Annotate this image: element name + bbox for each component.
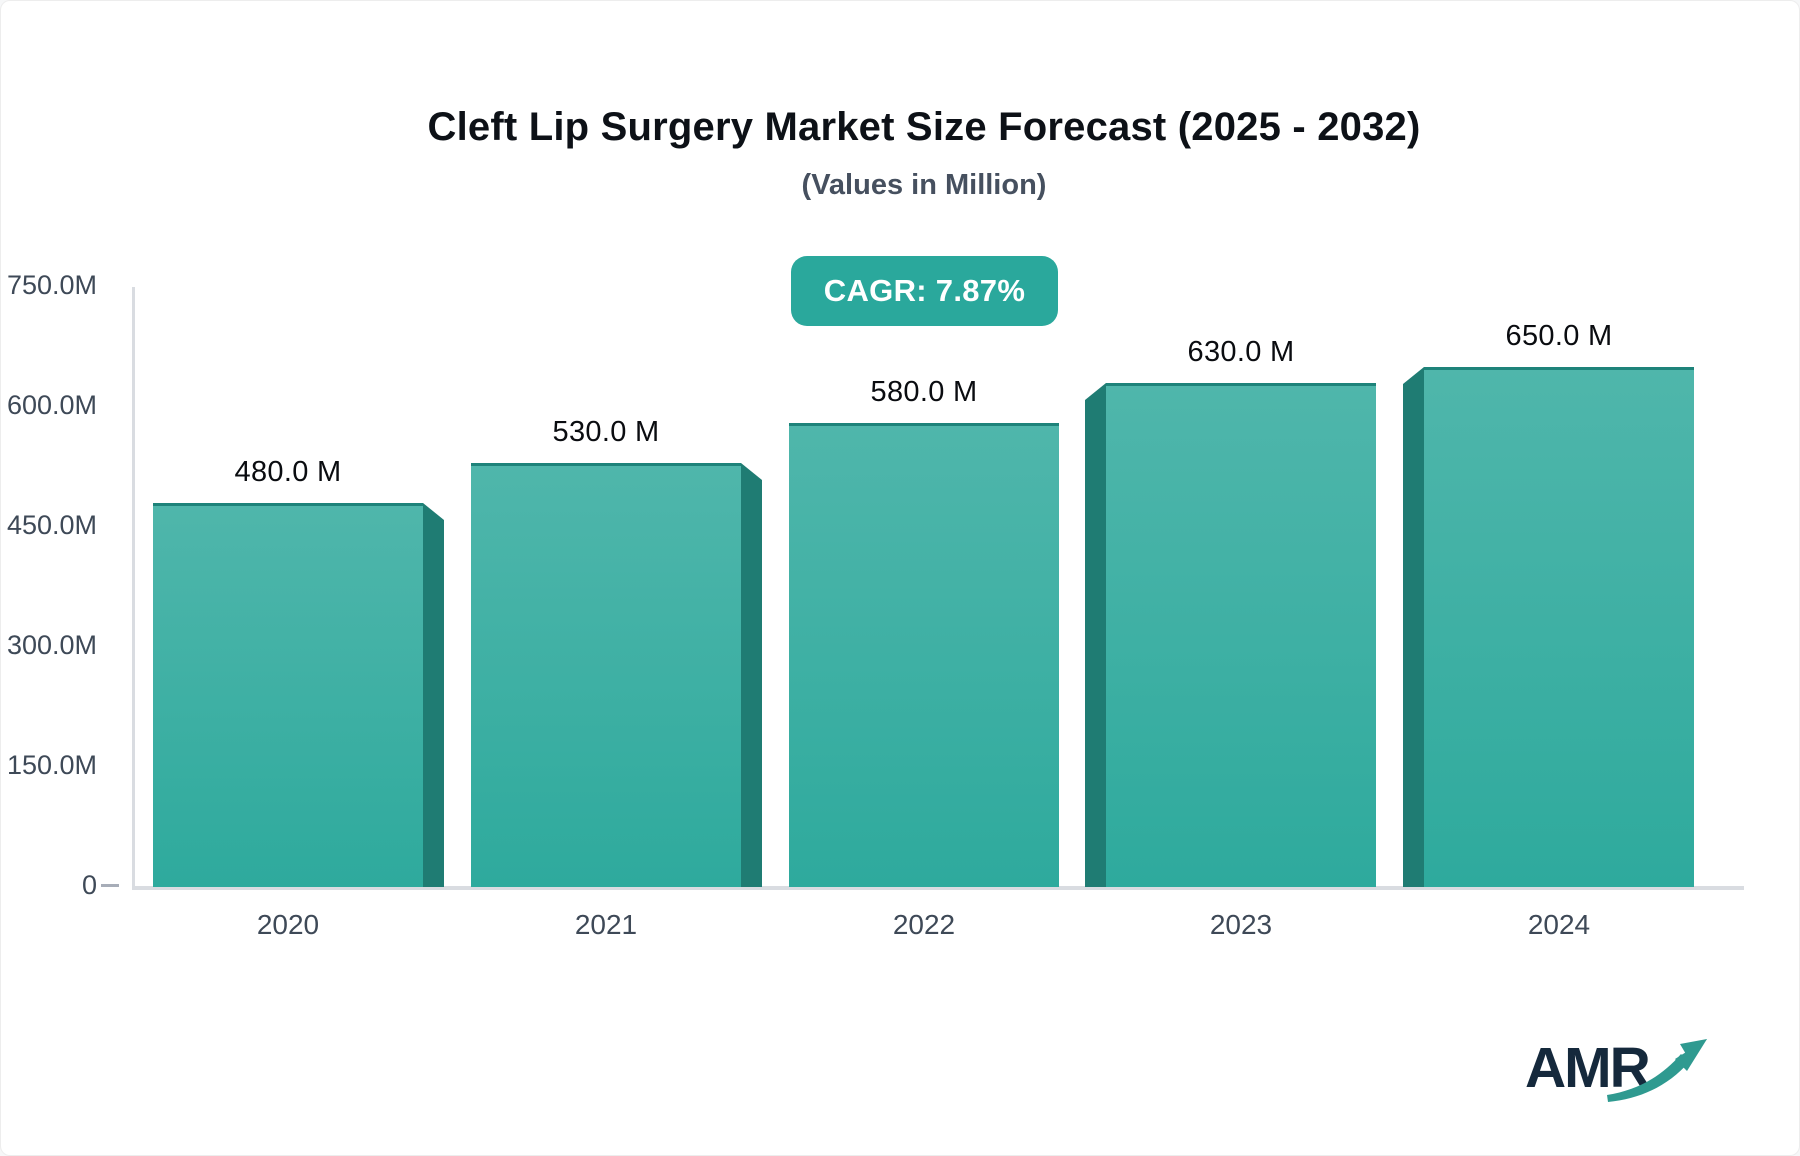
x-axis-line: [132, 886, 1744, 890]
zero-tick-icon: [101, 884, 119, 887]
chart-subtitle: (Values in Million): [801, 169, 1047, 201]
bar-2022[interactable]: [789, 423, 1059, 887]
y-axis-label: 750.0M: [6, 270, 97, 300]
bar-side-face-2020: [423, 503, 444, 887]
bar-2023[interactable]: [1106, 383, 1376, 887]
cagr-badge: CAGR: 7.87%: [791, 256, 1058, 326]
y-axis-label: 600.0M: [6, 390, 97, 420]
x-axis-label-2024: 2024: [1527, 909, 1591, 940]
bar-value-label: 580.0 M: [870, 376, 978, 408]
bar-side-face-2024: [1403, 367, 1424, 887]
bar-value-label: 530.0 M: [552, 416, 660, 448]
x-axis-label-2023: 2023: [1209, 909, 1273, 940]
y-axis-label: 150.0M: [6, 750, 97, 780]
cagr-badge-label: CAGR: 7.87%: [823, 273, 1026, 308]
y-axis-label: 300.0M: [6, 630, 97, 660]
x-axis-label-2021: 2021: [574, 909, 638, 940]
x-axis-label-2022: 2022: [892, 909, 956, 940]
bar-2021[interactable]: [471, 463, 741, 887]
x-axis-label-2020: 2020: [256, 909, 320, 940]
amr-logo: AMR: [1525, 1031, 1735, 1121]
bar-side-face-2021: [741, 463, 762, 887]
bar-2024[interactable]: [1424, 367, 1694, 887]
bar-value-label: 480.0 M: [234, 456, 342, 488]
bar-2020[interactable]: [153, 503, 423, 887]
y-axis-label: 450.0M: [6, 510, 97, 540]
bar-side-face-2023: [1085, 383, 1106, 887]
y-axis-line: [132, 287, 135, 888]
chart-title: Cleft Lip Surgery Market Size Forecast (…: [427, 105, 1421, 149]
bar-value-label: 630.0 M: [1187, 336, 1295, 368]
growth-arrow-icon: [1607, 1039, 1707, 1102]
y-axis-label: 0: [81, 870, 97, 900]
bar-value-label: 650.0 M: [1505, 320, 1613, 352]
